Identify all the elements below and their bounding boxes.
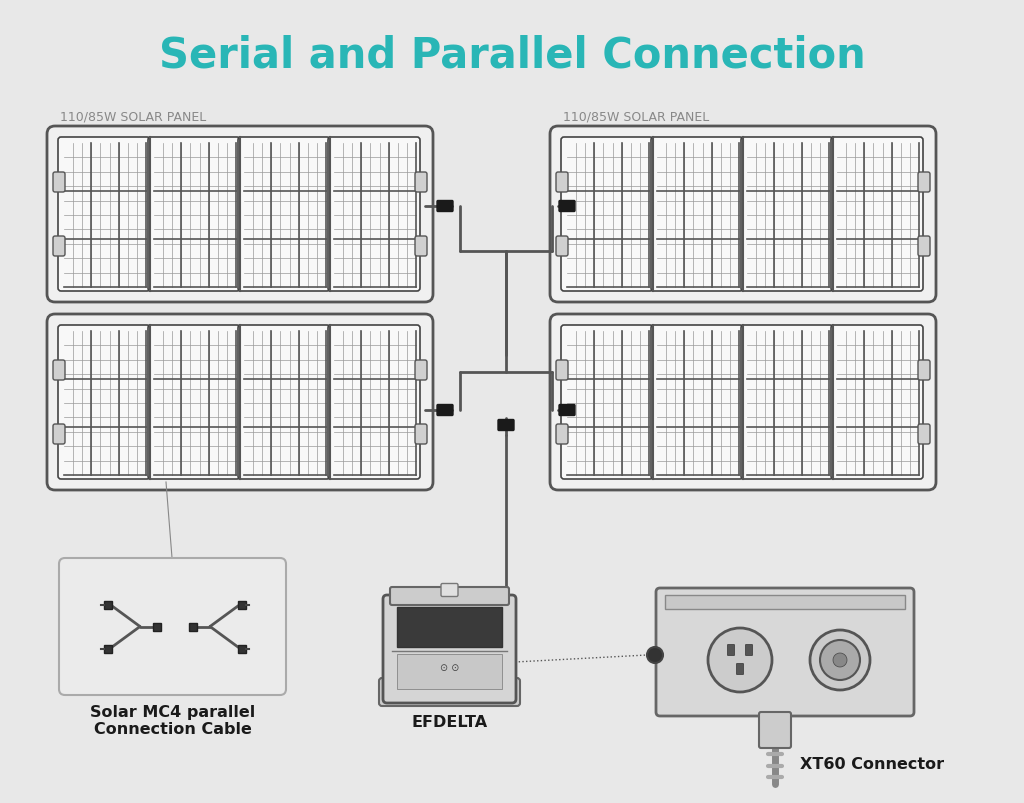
FancyBboxPatch shape [831, 138, 923, 291]
FancyBboxPatch shape [53, 173, 65, 193]
FancyBboxPatch shape [741, 138, 833, 291]
Text: 110/85W SOLAR PANEL: 110/85W SOLAR PANEL [563, 110, 710, 123]
Bar [104, 601, 112, 609]
FancyBboxPatch shape [918, 425, 930, 444]
FancyBboxPatch shape [238, 138, 330, 291]
Bar [153, 622, 161, 630]
FancyBboxPatch shape [556, 237, 568, 257]
FancyBboxPatch shape [328, 325, 420, 479]
FancyBboxPatch shape [736, 663, 743, 675]
FancyBboxPatch shape [550, 127, 936, 303]
FancyBboxPatch shape [148, 325, 240, 479]
FancyBboxPatch shape [53, 361, 65, 381]
FancyBboxPatch shape [390, 587, 509, 605]
Circle shape [810, 630, 870, 690]
FancyBboxPatch shape [379, 679, 520, 706]
FancyBboxPatch shape [415, 173, 427, 193]
Text: ⊙ ⊙: ⊙ ⊙ [440, 662, 459, 672]
Text: XT60 Connector: XT60 Connector [800, 756, 944, 772]
FancyBboxPatch shape [559, 405, 575, 416]
FancyBboxPatch shape [53, 237, 65, 257]
Bar [397, 607, 502, 647]
FancyBboxPatch shape [556, 425, 568, 444]
Bar [397, 654, 502, 689]
FancyBboxPatch shape [441, 584, 458, 597]
FancyBboxPatch shape [651, 325, 743, 479]
FancyBboxPatch shape [556, 173, 568, 193]
FancyBboxPatch shape [831, 325, 923, 479]
FancyBboxPatch shape [58, 325, 150, 479]
Bar [238, 645, 246, 653]
FancyBboxPatch shape [415, 425, 427, 444]
FancyBboxPatch shape [415, 237, 427, 257]
Bar [104, 645, 112, 653]
FancyBboxPatch shape [559, 202, 575, 212]
FancyBboxPatch shape [561, 325, 653, 479]
FancyBboxPatch shape [759, 712, 791, 748]
FancyBboxPatch shape [745, 645, 753, 656]
FancyBboxPatch shape [550, 315, 936, 491]
FancyBboxPatch shape [53, 425, 65, 444]
FancyBboxPatch shape [238, 325, 330, 479]
FancyBboxPatch shape [415, 361, 427, 381]
FancyBboxPatch shape [59, 558, 286, 695]
FancyBboxPatch shape [58, 138, 150, 291]
Circle shape [708, 628, 772, 692]
FancyBboxPatch shape [328, 138, 420, 291]
FancyBboxPatch shape [148, 138, 240, 291]
FancyBboxPatch shape [437, 405, 453, 416]
FancyBboxPatch shape [383, 595, 516, 703]
FancyBboxPatch shape [498, 420, 514, 431]
FancyBboxPatch shape [741, 325, 833, 479]
FancyBboxPatch shape [47, 127, 433, 303]
Circle shape [820, 640, 860, 680]
FancyBboxPatch shape [651, 138, 743, 291]
Bar [665, 595, 905, 609]
FancyBboxPatch shape [47, 315, 433, 491]
Text: 110/85W SOLAR PANEL: 110/85W SOLAR PANEL [60, 110, 206, 123]
FancyBboxPatch shape [727, 645, 734, 656]
Bar [238, 601, 246, 609]
Text: EFDELTA: EFDELTA [412, 714, 487, 729]
FancyBboxPatch shape [656, 589, 914, 716]
FancyBboxPatch shape [918, 173, 930, 193]
FancyBboxPatch shape [918, 237, 930, 257]
FancyBboxPatch shape [918, 361, 930, 381]
Text: Serial and Parallel Connection: Serial and Parallel Connection [159, 34, 865, 76]
Circle shape [647, 647, 663, 663]
FancyBboxPatch shape [437, 202, 453, 212]
FancyBboxPatch shape [561, 138, 653, 291]
Bar [189, 622, 197, 630]
Text: Solar MC4 parallel
Connection Cable: Solar MC4 parallel Connection Cable [90, 704, 255, 736]
Circle shape [833, 653, 847, 667]
FancyBboxPatch shape [556, 361, 568, 381]
